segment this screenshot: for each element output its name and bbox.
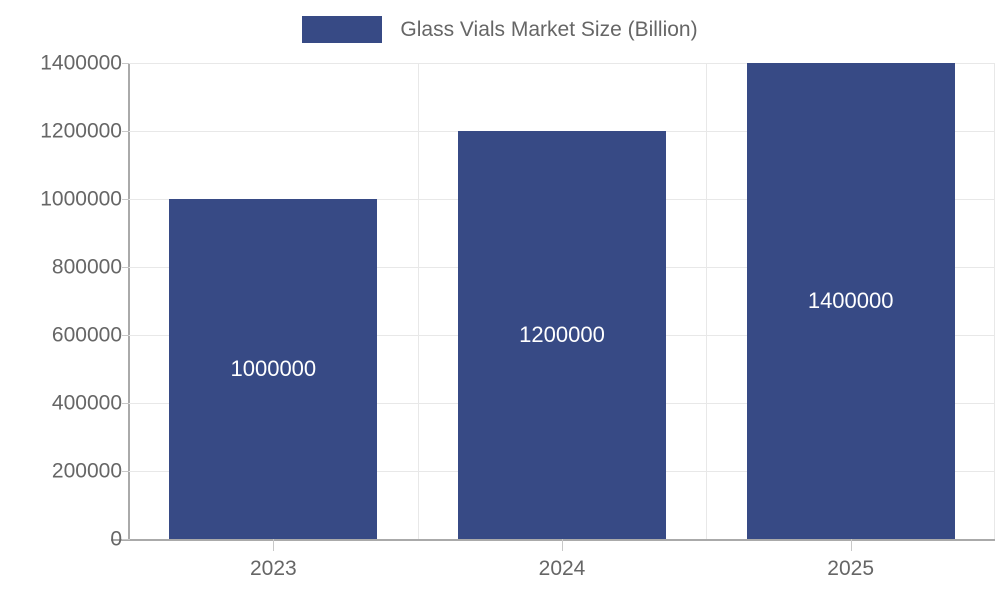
x-axis-tick-label: 2025 (827, 557, 875, 580)
chart-legend: Glass Vials Market Size (Billion) (0, 0, 1000, 58)
y-axis-tick-mark (122, 267, 130, 268)
y-axis-tick-label: 1200000 (40, 119, 122, 143)
bar-value-label: 1000000 (230, 356, 317, 381)
gridline-horizontal (129, 63, 995, 64)
y-axis-tick-label: 0 (110, 527, 122, 551)
y-axis-tick-mark (122, 131, 130, 132)
bar-2023[interactable]: 1000000 (169, 199, 378, 539)
y-axis-tick-label: 200000 (51, 459, 122, 483)
x-axis-tick-mark (273, 539, 275, 551)
plot-right-border (994, 63, 995, 539)
y-axis-tick-mark (122, 539, 130, 540)
y-axis-tick-label: 400000 (51, 391, 122, 415)
bar-2024[interactable]: 1200000 (458, 131, 666, 539)
gridline-vertical (417, 63, 419, 539)
bar-value-label: 1200000 (519, 322, 605, 347)
y-axis-tick-label: 1000000 (40, 187, 122, 211)
x-axis-tick-mark (850, 539, 852, 551)
bar-2025[interactable]: 1400000 (746, 63, 955, 539)
y-axis-tick-mark (122, 403, 130, 404)
y-axis-tick-mark (122, 63, 130, 64)
y-axis-tick-label: 600000 (51, 323, 122, 347)
y-axis-tick-mark (122, 199, 130, 200)
x-axis-tick-label: 2024 (538, 557, 586, 580)
bar-value-label: 1400000 (807, 288, 894, 313)
legend-color-swatch (302, 15, 383, 43)
gridline-vertical (706, 63, 708, 539)
legend-label: Glass Vials Market Size (Billion) (400, 17, 698, 41)
x-axis-tick-mark (562, 539, 563, 551)
y-axis-tick-mark (122, 335, 130, 336)
legend-item-glass-vials-market-size[interactable]: Glass Vials Market Size (Billion) (302, 15, 698, 43)
y-axis-tick-label: 800000 (51, 255, 122, 279)
y-axis-tick-label: 1400000 (40, 51, 122, 75)
x-axis-tick-label: 2023 (249, 557, 297, 580)
plot-area: 1000000 1200000 1400000 (129, 63, 995, 539)
y-axis-line (128, 63, 130, 540)
y-axis-tick-mark (122, 471, 130, 472)
x-axis-line (111, 539, 995, 541)
